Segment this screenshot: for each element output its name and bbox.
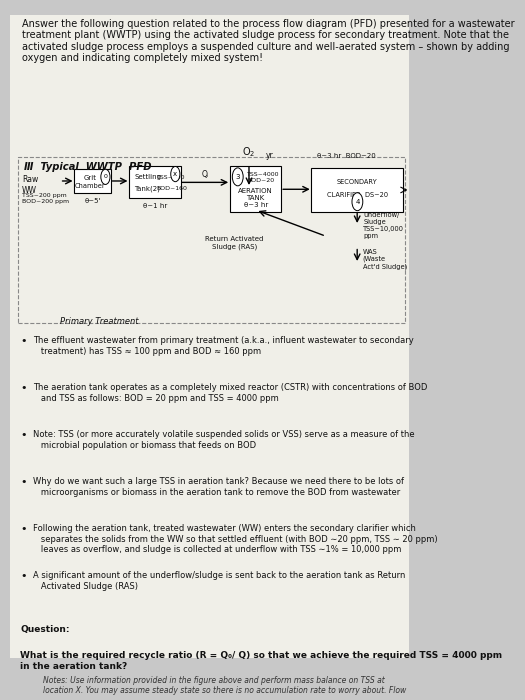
- Text: Why do we want such a large TSS in aeration tank? Because we need there to be lo: Why do we want such a large TSS in aerat…: [33, 477, 404, 497]
- Text: 0: 0: [103, 174, 107, 179]
- Text: Answer the following question related to the process flow diagram (PFD) presente: Answer the following question related to…: [22, 19, 515, 64]
- Text: TSS~4000
BOD~20: TSS~4000 BOD~20: [247, 172, 279, 183]
- Text: Ⅲ  Typical  WWTP  PFD: Ⅲ Typical WWTP PFD: [24, 162, 152, 172]
- Text: Chamber: Chamber: [75, 183, 105, 189]
- Text: Qₗ: Qₗ: [202, 170, 209, 179]
- Text: •: •: [20, 384, 27, 393]
- Text: O$_2$: O$_2$: [243, 145, 256, 159]
- FancyBboxPatch shape: [230, 167, 281, 212]
- Text: The aeration tank operates as a completely mixed reactor (CSTR) with concentrati: The aeration tank operates as a complete…: [33, 384, 427, 402]
- Text: TSS~100: TSS~100: [156, 175, 185, 180]
- Text: θ~5': θ~5': [85, 197, 101, 204]
- Text: •: •: [20, 524, 27, 534]
- Text: θ~3 hr  BOD~20: θ~3 hr BOD~20: [317, 153, 375, 159]
- Circle shape: [101, 169, 110, 184]
- Text: AERATION
TANK
θ~3 hr: AERATION TANK θ~3 hr: [238, 188, 273, 208]
- Text: The effluent wastewater from primary treatment (a.k.a., influent wastewater to s: The effluent wastewater from primary tre…: [33, 337, 413, 356]
- Text: •: •: [20, 430, 27, 440]
- Text: Notes: Use information provided in the figure above and perform mass balance on : Notes: Use information provided in the f…: [43, 676, 406, 695]
- Text: •: •: [20, 571, 27, 581]
- Text: TSS~200 ppm
BOD~200 ppm: TSS~200 ppm BOD~200 ppm: [22, 193, 69, 204]
- FancyBboxPatch shape: [74, 169, 111, 193]
- Circle shape: [352, 193, 363, 211]
- Text: What is the required recycle ratio (R = Q₀/ Q) so that we achieve the required T: What is the required recycle ratio (R = …: [20, 652, 502, 671]
- Text: Tank(2): Tank(2): [134, 186, 161, 192]
- Text: SECONDARY: SECONDARY: [337, 179, 378, 185]
- Text: 4: 4: [355, 199, 360, 204]
- Text: x: x: [173, 171, 177, 177]
- Text: Settling: Settling: [134, 174, 162, 181]
- Text: •: •: [20, 477, 27, 487]
- Text: BOD~160: BOD~160: [156, 186, 187, 191]
- Circle shape: [233, 168, 243, 186]
- Text: WAS
(Waste
Act'd Sludge): WAS (Waste Act'd Sludge): [363, 248, 407, 270]
- Text: Underflow/
Sludge
TSS~10,000
ppm: Underflow/ Sludge TSS~10,000 ppm: [363, 212, 404, 239]
- Text: Note: TSS (or more accurately volatile suspended solids or VSS) serve as a measu: Note: TSS (or more accurately volatile s…: [33, 430, 414, 449]
- Text: A significant amount of the underflow/sludge is sent back to the aeration tank a: A significant amount of the underflow/sl…: [33, 571, 405, 591]
- Text: Grit: Grit: [83, 175, 96, 181]
- Circle shape: [171, 167, 180, 182]
- Text: Following the aeration tank, treated wastewater (WW) enters the secondary clarif: Following the aeration tank, treated was…: [33, 524, 437, 554]
- Text: Primary Treatment: Primary Treatment: [60, 317, 139, 326]
- Text: θ~1 hr: θ~1 hr: [143, 203, 167, 209]
- FancyBboxPatch shape: [311, 168, 403, 212]
- Text: Raw
WW: Raw WW: [22, 176, 38, 195]
- Text: yr: yr: [266, 151, 274, 160]
- FancyBboxPatch shape: [9, 15, 409, 657]
- Text: 3: 3: [236, 174, 240, 180]
- Text: •: •: [20, 337, 27, 346]
- Text: Question:: Question:: [20, 625, 70, 634]
- Text: CLARIFIER  DS~20: CLARIFIER DS~20: [327, 192, 388, 198]
- FancyBboxPatch shape: [129, 167, 181, 198]
- Text: Return Activated
Sludge (RAS): Return Activated Sludge (RAS): [205, 236, 264, 250]
